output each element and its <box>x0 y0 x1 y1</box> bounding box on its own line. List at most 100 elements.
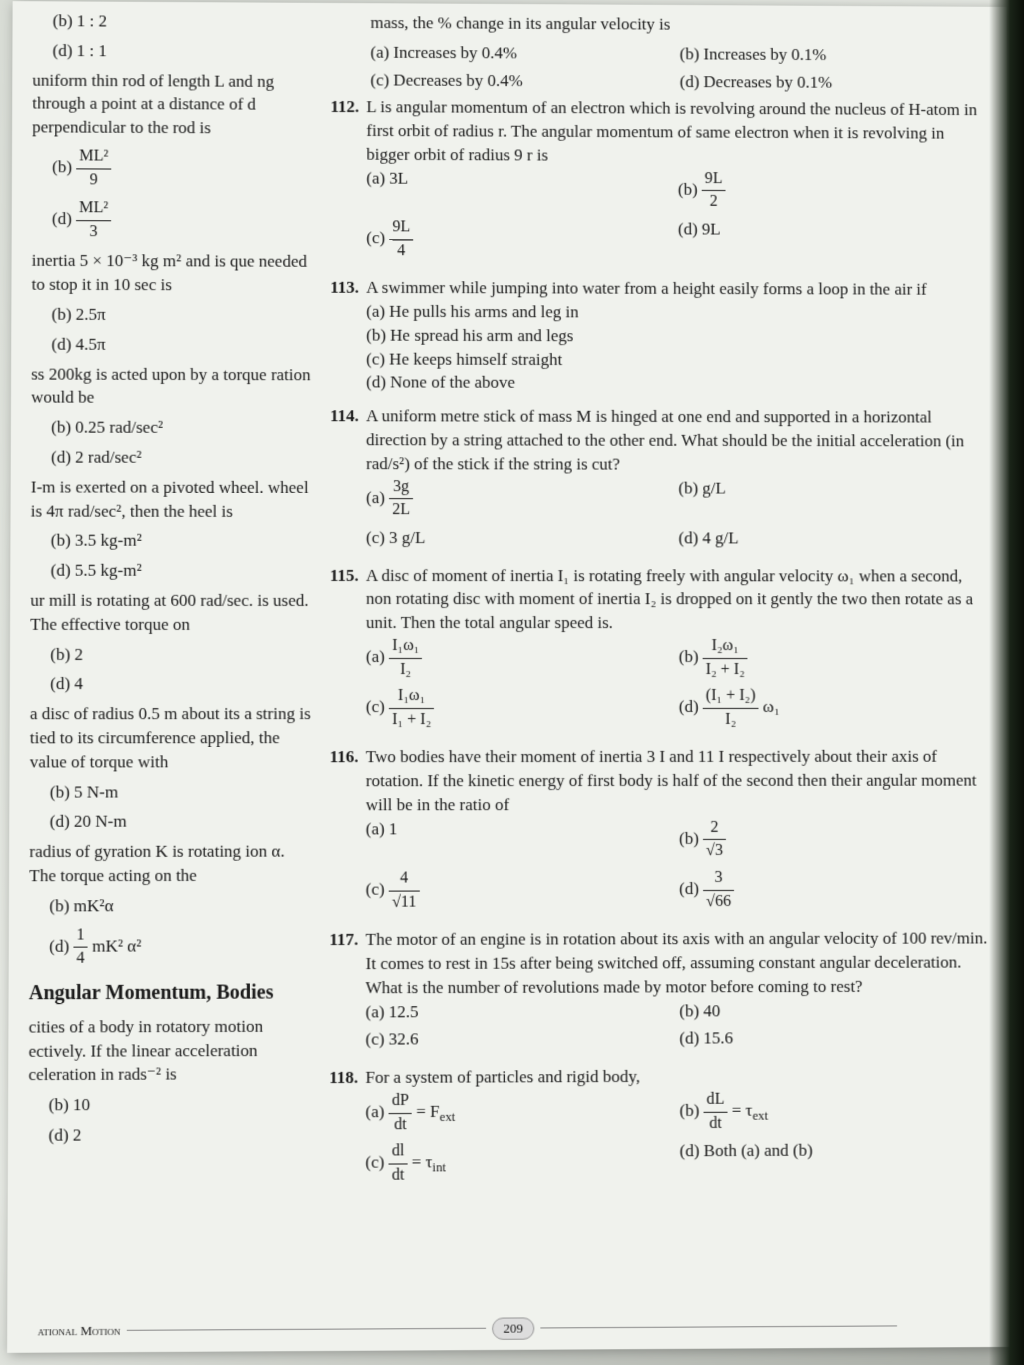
question-115: 115. A disc of moment of inertia I₁ is r… <box>330 564 991 736</box>
q113-b: (b) He spread his arm and legs <box>366 323 988 348</box>
frag-mill-d: (d) 4 <box>30 672 312 696</box>
q114-d: (d) 4 g/L <box>678 526 989 550</box>
q115-a: (a) I₁ω₁I₂ <box>366 635 679 681</box>
top-line: mass, the % change in its angular veloci… <box>331 11 988 38</box>
top-opt-a: (a) Increases by 0.4% <box>370 41 679 66</box>
frag-gyration-d: (d) 14 mK² α² <box>29 923 311 970</box>
q115-opts: (a) I₁ω₁I₂ (b) I₂ω₁I₂ + I₂ (c) I₁ω₁I₁ + … <box>366 635 990 736</box>
page-footer: ational Motion 209 <box>7 1315 1013 1343</box>
photo-dark-edge <box>989 0 1024 1365</box>
q115-c: (c) I₁ω₁I₁ + I₂ <box>366 685 679 731</box>
q117-num: 117. <box>329 928 359 1056</box>
frag-mill: ur mill is rotating at 600 rad/sec. is u… <box>30 589 312 637</box>
q116-a: (a) 1 <box>366 817 679 864</box>
q118-opts: (a) dPdt = Fext (b) dLdt = τext (c) dldt… <box>365 1088 992 1192</box>
q113-c: (c) He keeps himself straight <box>366 347 988 372</box>
q116-num: 116. <box>329 746 359 919</box>
q117-body: The motor of an engine is in rotation ab… <box>365 927 991 1056</box>
q115-body: A disc of moment of inertia I₁ is rotati… <box>366 564 990 736</box>
q112-c: (c) 9L4 <box>366 216 678 263</box>
question-118: 118. For a system of particles and rigid… <box>329 1064 992 1192</box>
frag-gyration-b: (b) mK²α <box>29 894 311 919</box>
q112-num: 112. <box>330 95 360 266</box>
frag-wheel-b: (b) 3.5 kg-m² <box>31 529 312 553</box>
q115-b: (b) I₂ω₁I₂ + I₂ <box>679 635 990 681</box>
q118-a: (a) dPdt = Fext <box>365 1089 679 1137</box>
q114-body: A uniform metre stick of mass M is hinge… <box>366 405 989 555</box>
frag-rotatory: cities of a body in rotatory motion ecti… <box>28 1014 311 1087</box>
frag-inertia-b: (b) 2.5π <box>31 303 312 328</box>
q112-a: (a) 3L <box>366 166 678 213</box>
q118-text: For a system of particles and rigid body… <box>365 1064 991 1090</box>
right-column: mass, the % change in its angular veloci… <box>329 11 992 1202</box>
q113-body: A swimmer while jumping into water from … <box>366 276 989 396</box>
q113-d: (d) None of the above <box>366 371 989 396</box>
q118-body: For a system of particles and rigid body… <box>365 1064 992 1192</box>
q112-b: (b) 9L2 <box>678 168 988 215</box>
q117-d: (d) 15.6 <box>679 1026 991 1051</box>
q117-b: (b) 40 <box>679 998 991 1023</box>
q112-body: L is angular momentum of an electron whi… <box>366 96 988 269</box>
q117-opts: (a) 12.5 (b) 40 (c) 32.6 (d) 15.6 <box>365 998 991 1056</box>
frag-wheel: I-m is exerted on a pivoted wheel. wheel… <box>31 475 312 523</box>
question-117: 117. The motor of an engine is in rotati… <box>329 927 991 1056</box>
q116-text: Two bodies have their moment of inertia … <box>366 745 991 817</box>
frag-torque-d: (d) 2 rad/sec² <box>31 446 312 470</box>
q114-a: (a) 3g2L <box>366 476 678 523</box>
q118-b: (b) dLdt = τext <box>679 1088 992 1136</box>
q114-num: 114. <box>330 404 360 553</box>
q114-c: (c) 3 g/L <box>366 526 679 550</box>
q115-d: (d) (I₁ + I₂)I₂ ω₁ <box>679 685 990 731</box>
q116-b: (b) 2√3 <box>679 816 991 863</box>
frag-rod: uniform thin rod of length L and ng thro… <box>32 68 312 140</box>
q116-c: (c) 4√11 <box>366 867 680 914</box>
top-opt-d: (d) Decreases by 0.1% <box>680 70 988 95</box>
frag-torque: ss 200kg is acted upon by a torque ratio… <box>31 362 312 410</box>
q112-opts: (a) 3L (b) 9L2 (c) 9L4 (d) 9L <box>366 166 988 268</box>
q112-d: (d) 9L <box>678 218 988 265</box>
q115-text: A disc of moment of inertia I₁ is rotati… <box>366 564 990 636</box>
q113-num: 113. <box>330 276 360 395</box>
frag-rod-d: (d) ML²3 <box>32 197 313 244</box>
top-opt-b: (b) Increases by 0.1% <box>680 42 988 67</box>
footer-text: ational Motion <box>38 1322 121 1341</box>
q113-a: (a) He pulls his arms and leg in <box>366 300 988 326</box>
frag-rod-b: (b) ML²9 <box>32 145 313 192</box>
frag-rotatory-b: (b) 10 <box>28 1092 311 1117</box>
q117-a: (a) 12.5 <box>365 999 679 1024</box>
q115-num: 115. <box>330 564 360 736</box>
q116-d: (d) 3√66 <box>679 867 991 914</box>
frag-ratio-d: (d) 1 : 1 <box>32 39 312 64</box>
q118-d: (d) Both (a) and (b) <box>680 1138 993 1186</box>
q117-c: (c) 32.6 <box>365 1027 679 1052</box>
frag-inertia-d: (d) 4.5π <box>31 332 312 357</box>
question-116: 116. Two bodies have their moment of ine… <box>329 745 991 918</box>
frag-rotatory-d: (d) 2 <box>28 1122 311 1147</box>
two-column-layout: (b) 1 : 2 (d) 1 : 1 uniform thin rod of … <box>28 9 992 1203</box>
question-113: 113. A swimmer while jumping into water … <box>330 276 989 396</box>
q113-text: A swimmer while jumping into water from … <box>366 276 988 302</box>
q116-opts: (a) 1 (b) 2√3 (c) 4√11 (d) 3√66 <box>366 816 991 918</box>
top-opt-c: (c) Decreases by 0.4% <box>370 68 679 93</box>
frag-ratio-b: (b) 1 : 2 <box>33 9 313 34</box>
frag-mill-b: (b) 2 <box>30 642 312 666</box>
q118-num: 118. <box>329 1066 359 1192</box>
footer-line-right <box>540 1325 897 1329</box>
footer-line <box>127 1328 487 1332</box>
page-container: (b) 1 : 2 (d) 1 : 1 uniform thin rod of … <box>7 1 1013 1353</box>
question-112: 112. L is angular momentum of an electro… <box>330 95 988 268</box>
q114-b: (b) g/L <box>678 476 989 522</box>
top-options: (a) Increases by 0.4% (b) Increases by 0… <box>330 40 987 98</box>
q114-opts: (a) 3g2L (b) g/L (c) 3 g/L (d) 4 g/L <box>366 476 989 555</box>
frag-disc-d: (d) 20 N-m <box>29 810 311 834</box>
q114-text: A uniform metre stick of mass M is hinge… <box>366 405 989 477</box>
frag-wheel-d: (d) 5.5 kg-m² <box>30 559 311 583</box>
left-column: (b) 1 : 2 (d) 1 : 1 uniform thin rod of … <box>28 9 313 1203</box>
q112-text: L is angular momentum of an electron whi… <box>366 96 987 170</box>
frag-gyration: radius of gyration K is rotating ion α. … <box>29 840 311 888</box>
q117-text: The motor of an engine is in rotation ab… <box>366 927 992 1000</box>
frag-torque-b: (b) 0.25 rad/sec² <box>31 416 312 440</box>
q118-c: (c) dldt = τint <box>365 1139 679 1187</box>
page-number: 209 <box>492 1317 534 1340</box>
question-114: 114. A uniform metre stick of mass M is … <box>330 404 990 554</box>
